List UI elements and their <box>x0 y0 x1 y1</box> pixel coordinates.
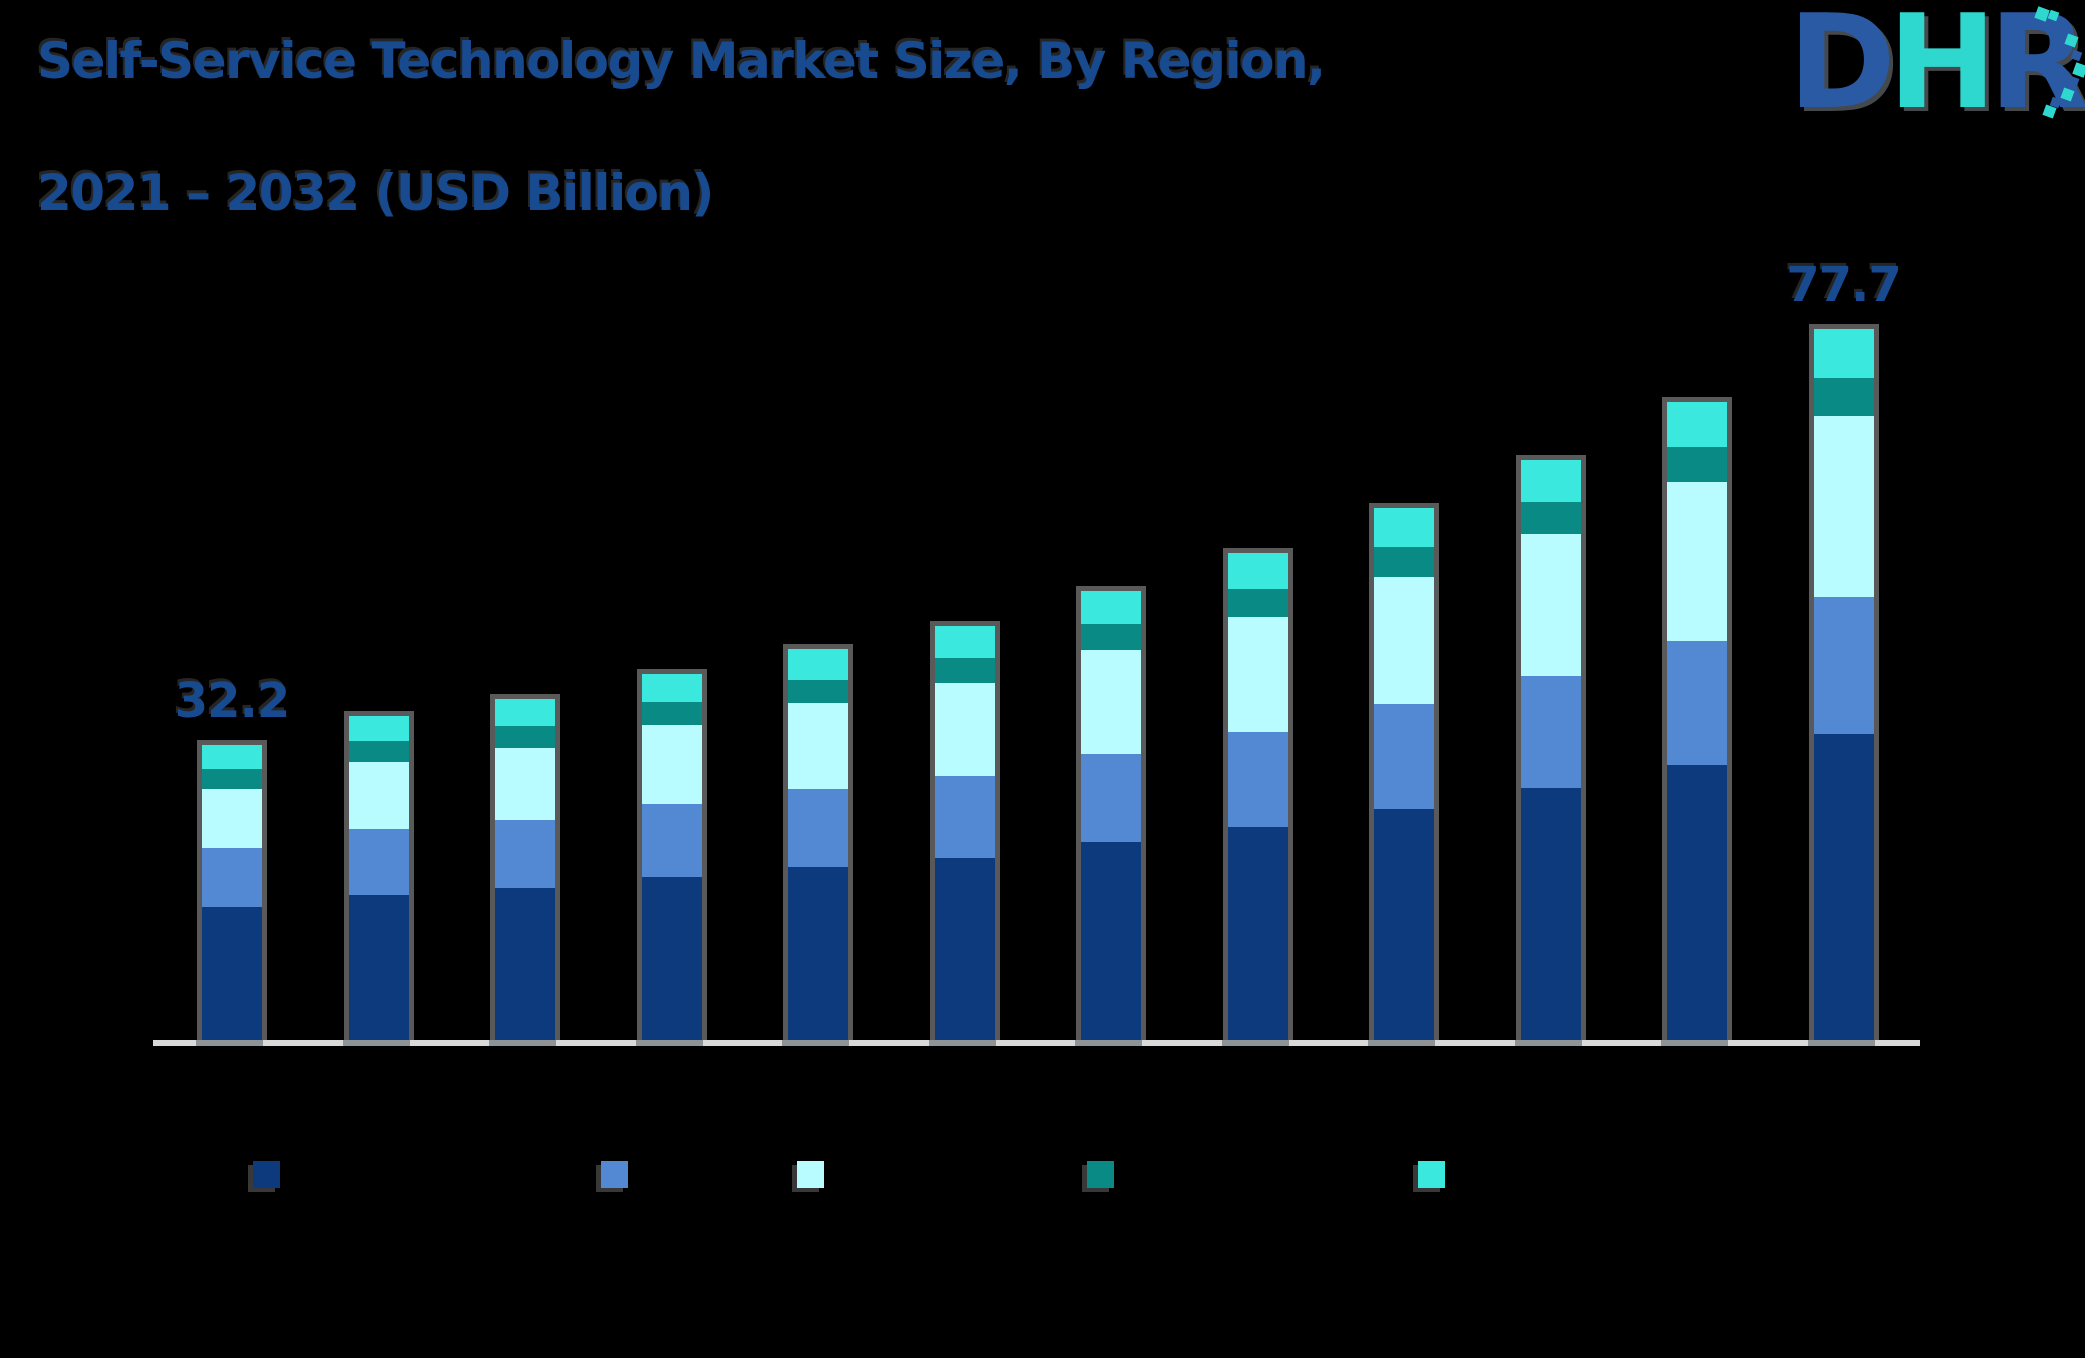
bar-segment-region-2-2028 <box>1227 731 1288 827</box>
logo-letter-R: R <box>1988 0 2085 138</box>
bar-segment-region-3-2024 <box>641 725 702 804</box>
bar-segment-region-4-2030 <box>1520 502 1581 535</box>
bar-segment-region-2-2027 <box>1081 753 1141 843</box>
bar-segment-region-1-2026 <box>934 857 995 1040</box>
bar-segment-region-4-2022 <box>348 740 409 762</box>
bar-segment-region-5-2029 <box>1374 507 1434 547</box>
title-line-1: Self-Service Technology Market Size, By … <box>37 32 1326 90</box>
legend-swatch-region-5 <box>1418 1161 1445 1188</box>
legend-swatch-region-2 <box>601 1161 628 1188</box>
bar-segment-region-4-2027 <box>1081 623 1141 651</box>
bar-segment-region-1-2025 <box>788 867 848 1040</box>
bar-segment-region-2-2022 <box>348 828 409 895</box>
bar-segment-region-5-2024 <box>641 674 702 703</box>
bar-segment-region-2-2025 <box>788 789 848 868</box>
bar-segment-region-1-2028 <box>1227 826 1288 1040</box>
bar-segment-region-3-2023 <box>495 748 555 820</box>
bar-segment-region-3-2025 <box>788 703 848 790</box>
bar-segment-region-4-2029 <box>1374 546 1434 578</box>
bar-segment-region-3-2031 <box>1667 481 1727 642</box>
bar-segment-region-2-2030 <box>1520 675 1581 789</box>
bar-segment-region-5-2021 <box>202 745 262 770</box>
bar-segment-region-1-2029 <box>1374 808 1434 1040</box>
page-title: Self-Service Technology Market Size, By … <box>37 28 1326 226</box>
bar-segment-region-2-2026 <box>934 775 995 858</box>
x-axis-baseline <box>153 1040 1920 1046</box>
bar-segment-region-2-2031 <box>1667 641 1727 765</box>
bar-segment-region-2-2021 <box>202 847 262 908</box>
bar-segment-region-3-2032 <box>1813 415 1874 598</box>
bar-segment-region-1-2024 <box>641 877 702 1040</box>
bar-segment-region-3-2029 <box>1374 577 1434 705</box>
bar-segment-region-1-2027 <box>1081 842 1141 1040</box>
bar-segment-region-1-2030 <box>1520 788 1581 1040</box>
bar-segment-region-2-2023 <box>495 819 555 889</box>
bar-segment-region-2-2029 <box>1374 704 1434 809</box>
bar-segment-region-5-2028 <box>1227 553 1288 589</box>
legend-swatch-region-4 <box>1087 1161 1114 1188</box>
bar-segment-region-3-2028 <box>1227 617 1288 732</box>
bar-segment-region-5-2032 <box>1813 329 1874 379</box>
bar-segment-region-1-2031 <box>1667 764 1727 1040</box>
bar-segment-region-4-2031 <box>1667 447 1727 482</box>
legend-swatch-region-3 <box>797 1161 824 1188</box>
bar-segment-region-1-2021 <box>202 907 262 1040</box>
bar-segment-region-3-2027 <box>1081 650 1141 754</box>
bar-segment-region-4-2032 <box>1813 378 1874 416</box>
bar-segment-region-5-2031 <box>1667 402 1727 448</box>
dhr-logo: DHR <box>1788 0 2085 148</box>
bar-segment-region-1-2022 <box>348 894 409 1040</box>
title-line-2: 2021 – 2032 (USD Billion) <box>37 164 714 222</box>
legend-swatch-region-1 <box>253 1161 280 1188</box>
bar-segment-region-4-2023 <box>495 726 555 749</box>
dhr-logo-letters: DHR <box>1788 0 2085 131</box>
bar-segment-region-3-2021 <box>202 789 262 848</box>
value-label-first: 32.2 <box>174 673 290 730</box>
bar-segment-region-3-2026 <box>934 683 995 776</box>
bar-segment-region-5-2025 <box>788 649 848 680</box>
bar-segment-region-5-2030 <box>1520 459 1581 503</box>
bar-segment-region-3-2022 <box>348 761 409 829</box>
bar-segment-region-4-2021 <box>202 769 262 790</box>
bar-segment-region-1-2032 <box>1813 734 1874 1040</box>
logo-letter-D: D <box>1788 0 1896 138</box>
bar-segment-region-2-2024 <box>641 803 702 878</box>
bar-segment-region-1-2023 <box>495 888 555 1040</box>
bar-segment-region-3-2030 <box>1520 534 1581 676</box>
bar-segment-region-4-2024 <box>641 702 702 726</box>
bar-segment-region-4-2028 <box>1227 588 1288 618</box>
bar-segment-region-5-2026 <box>934 626 995 659</box>
bar-segment-region-2-2032 <box>1813 597 1874 735</box>
value-label-last: 77.7 <box>1786 257 1901 314</box>
bar-segment-region-5-2022 <box>348 716 409 741</box>
bar-segment-region-4-2025 <box>788 679 848 704</box>
bar-segment-region-5-2027 <box>1081 590 1141 624</box>
bar-segment-region-4-2026 <box>934 658 995 684</box>
bar-2026 <box>928 621 1000 1046</box>
bar-segment-region-5-2023 <box>495 698 555 727</box>
logo-letter-H: H <box>1887 0 1997 138</box>
